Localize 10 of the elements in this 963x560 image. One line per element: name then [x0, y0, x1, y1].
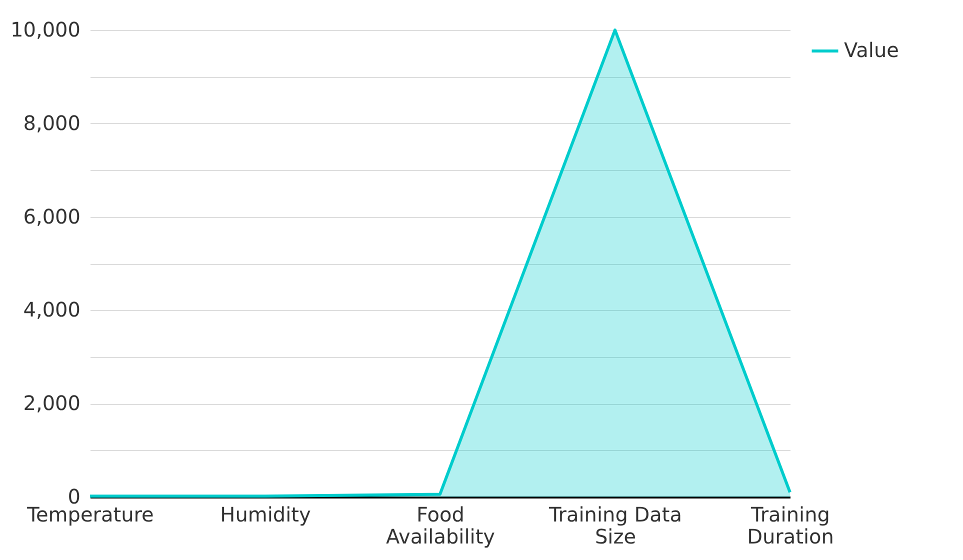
y-tick-label: 6,000: [23, 204, 80, 228]
x-tick-label: Training Duration: [747, 502, 834, 548]
x-tick-label: Training Data Size: [548, 502, 682, 548]
x-tick-label: Humidity: [220, 502, 312, 526]
x-tick-label: Food Availability: [386, 502, 496, 548]
y-tick-label: 4,000: [23, 298, 80, 322]
y-tick-label: 2,000: [23, 391, 80, 416]
y-tick-label: 10,000: [10, 18, 80, 42]
legend-label: Value: [844, 38, 899, 62]
y-tick-label: 8,000: [23, 110, 80, 135]
